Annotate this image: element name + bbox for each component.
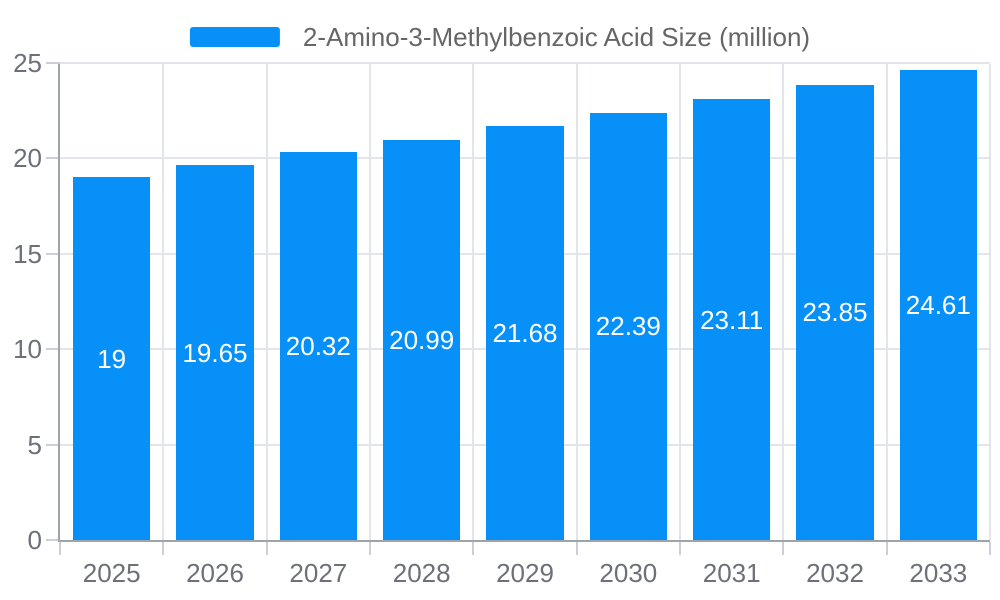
x-axis-label: 2027	[289, 558, 348, 588]
x-axis-tick	[59, 542, 61, 555]
x-axis-tick	[679, 542, 681, 555]
y-axis-label: 10	[13, 334, 42, 365]
bar: 22.39	[589, 112, 668, 540]
y-axis-tick	[46, 157, 60, 160]
x-axis-tick	[265, 542, 268, 555]
y-gridline	[60, 62, 990, 64]
x-axis-label: 2028	[392, 558, 451, 588]
bar-value-label: 20.99	[389, 324, 455, 355]
x-gridline	[472, 64, 475, 540]
x-axis-label: 2026	[186, 558, 244, 588]
y-axis-tick	[46, 539, 60, 541]
y-axis-tick	[46, 252, 60, 255]
x-axis-tick	[369, 542, 371, 555]
y-axis-label: 5	[27, 429, 42, 460]
y-axis-line	[58, 64, 60, 542]
x-axis-line	[58, 540, 990, 542]
x-gridline	[989, 64, 991, 540]
legend-item[interactable]: 2-Amino-3-Methylbenzoic Acid Size (milli…	[189, 22, 811, 52]
bar: 23.11	[692, 99, 771, 540]
bar: 24.61	[899, 70, 978, 540]
x-axis-label: 2025	[82, 558, 141, 588]
bar-value-label: 23.11	[700, 304, 764, 335]
x-gridline	[782, 64, 785, 540]
bar-value-label: 23.85	[802, 297, 868, 328]
x-gridline	[575, 64, 578, 540]
bar-value-label: 22.39	[595, 311, 661, 342]
x-axis-tick	[472, 542, 475, 555]
x-axis-label: 2029	[496, 558, 554, 588]
legend-label: 2-Amino-3-Methylbenzoic Acid Size (milli…	[302, 22, 811, 52]
bar: 23.85	[796, 84, 874, 540]
bar-value-label: 21.68	[492, 318, 558, 349]
x-gridline	[265, 64, 268, 540]
y-axis-label: 0	[27, 525, 42, 555]
x-axis-label: 2033	[909, 558, 968, 588]
x-axis-label: 2030	[599, 558, 658, 588]
bar: 19	[72, 177, 151, 540]
x-axis-tick	[885, 542, 888, 555]
legend-swatch	[189, 27, 280, 47]
bar-value-label: 24.61	[905, 290, 971, 321]
y-axis-label: 20	[13, 143, 42, 174]
y-axis-label: 15	[13, 238, 42, 269]
y-axis-label: 25	[13, 48, 42, 78]
x-axis-tick	[989, 542, 991, 555]
bar: 20.99	[382, 139, 461, 540]
x-gridline	[162, 64, 165, 540]
bar-value-label: 20.32	[285, 331, 351, 362]
x-axis-tick	[162, 542, 165, 555]
y-axis-tick	[46, 443, 60, 446]
x-axis-tick	[782, 542, 785, 555]
x-axis-label: 2031	[702, 558, 761, 588]
bar: 21.68	[486, 126, 564, 540]
y-axis-tick	[46, 348, 60, 351]
x-axis-tick	[575, 542, 578, 555]
bar-value-label: 19.65	[182, 337, 248, 368]
bar-value-label: 19	[97, 343, 127, 374]
x-gridline	[885, 64, 888, 540]
y-axis-tick	[46, 62, 60, 64]
x-axis-label: 2032	[806, 558, 864, 588]
x-gridline	[679, 64, 681, 540]
bar: 19.65	[176, 165, 254, 540]
bar: 20.32	[279, 152, 358, 540]
x-gridline	[369, 64, 371, 540]
